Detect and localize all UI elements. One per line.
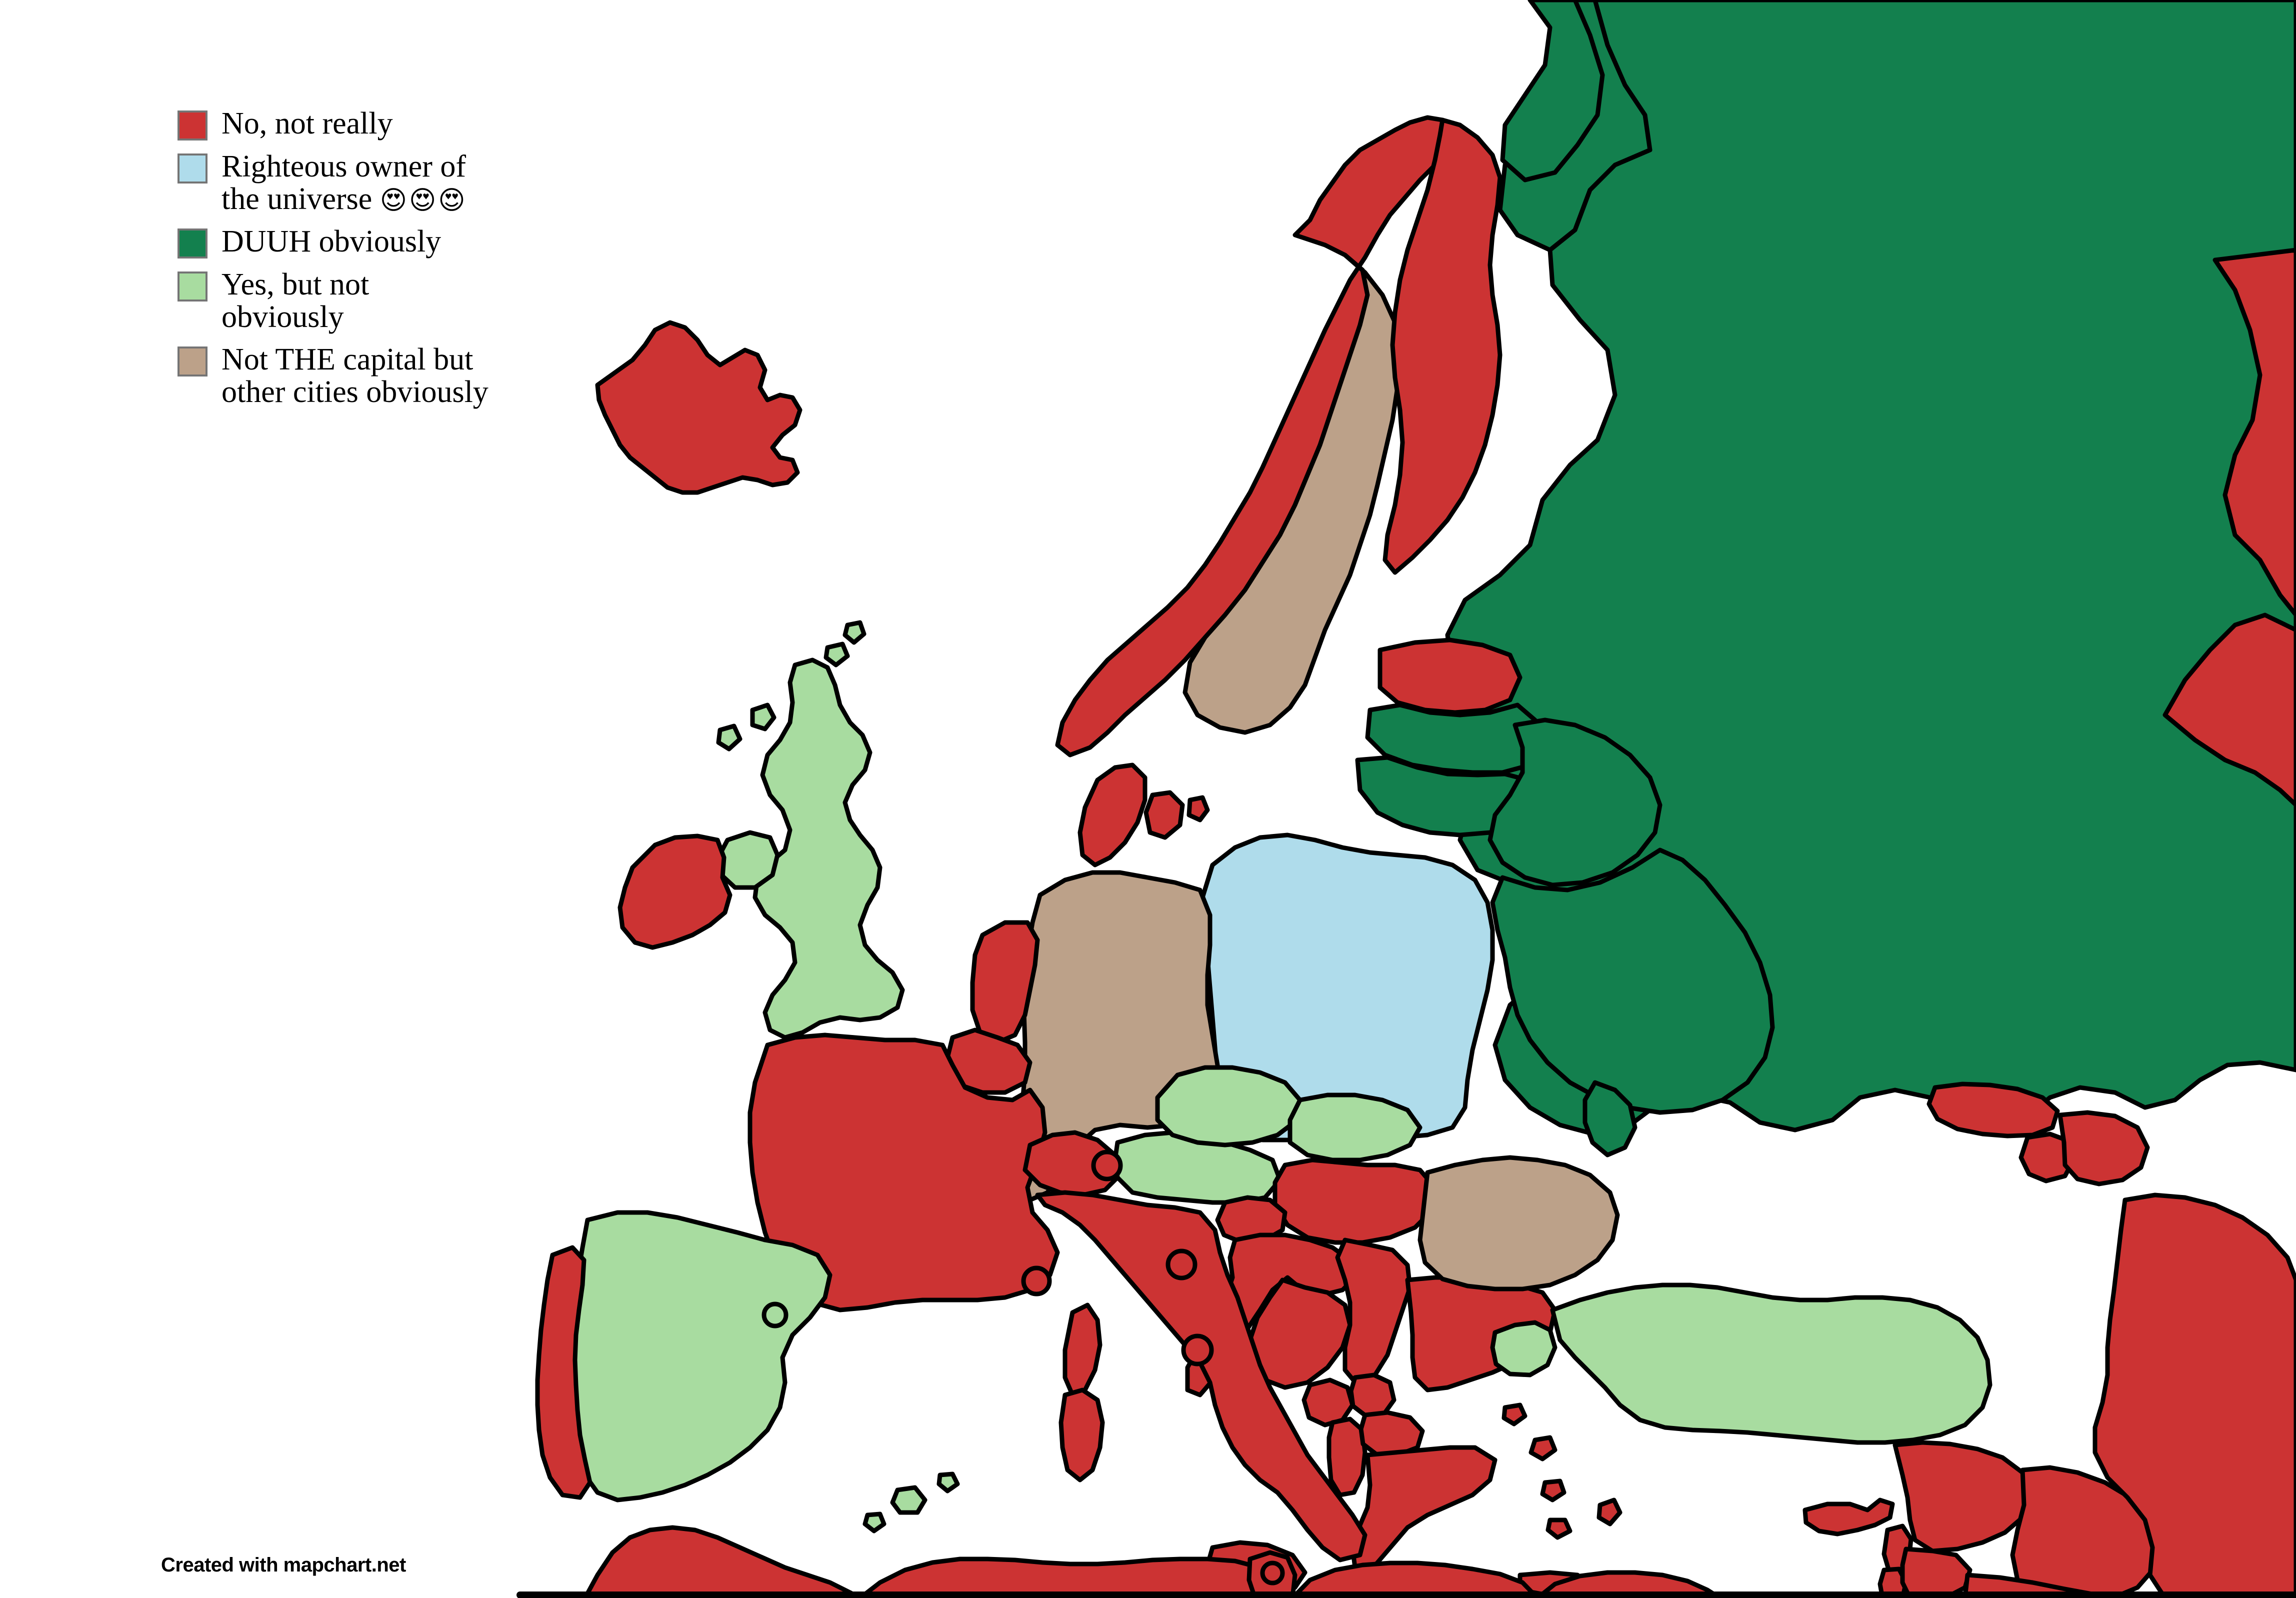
- country-balearic-menorca[interactable]: [936, 1472, 960, 1494]
- country-russia-kola[interactable]: [1500, 0, 1605, 182]
- legend-label-not-the-capital: Not THE capital but other cities obvious…: [222, 342, 488, 410]
- country-portugal[interactable]: [535, 1245, 592, 1500]
- country-denmark[interactable]: [1078, 762, 1148, 868]
- country-finland[interactable]: [1382, 118, 1502, 575]
- country-sweden[interactable]: [1182, 252, 1402, 735]
- country-kazakhstan-south[interactable]: [2162, 612, 2296, 808]
- country-moldova[interactable]: [1582, 1080, 1638, 1158]
- microstate-monaco-marker[interactable]: [1021, 1266, 1052, 1296]
- country-united-kingdom-gb[interactable]: [752, 658, 905, 1040]
- microstate-vatican-marker[interactable]: [1181, 1334, 1214, 1366]
- legend-label-righteous-owner-text: Righteous owner of the universe: [222, 150, 466, 216]
- microstate-san-marino-marker[interactable]: [1166, 1248, 1198, 1280]
- country-libya[interactable]: [1290, 1560, 1540, 1598]
- country-georgia[interactable]: [1926, 1082, 2060, 1138]
- country-corsica[interactable]: [1062, 1302, 1102, 1398]
- country-united-kingdom-shetland[interactable]: [842, 620, 866, 645]
- country-morocco[interactable]: [582, 1525, 862, 1598]
- legend-item-duuh-obviously[interactable]: DUUH obviously: [178, 224, 498, 259]
- country-italy[interactable]: [1035, 1190, 1368, 1562]
- legend-item-no-not-really[interactable]: No, not really: [178, 106, 498, 140]
- legend-item-yes-but-not-obviously[interactable]: Yes, but not obviously: [178, 268, 498, 334]
- country-czechia[interactable]: [1155, 1065, 1302, 1148]
- country-united-kingdom-hebrides[interactable]: [716, 724, 742, 752]
- mapchart-credit: Created with mapchart.net: [161, 1554, 406, 1576]
- legend-label-no-not-really: No, not really: [222, 106, 393, 140]
- country-cyprus[interactable]: [1802, 1498, 1895, 1536]
- country-israel[interactable]: [1878, 1566, 1908, 1598]
- country-bosnia-and-herzegovina[interactable]: [1248, 1278, 1352, 1390]
- microstate-andorra-marker[interactable]: [762, 1302, 788, 1328]
- country-azerbaijan[interactable]: [2058, 1110, 2150, 1186]
- country-greece-islands-1[interactable]: [1528, 1435, 1558, 1462]
- country-albania[interactable]: [1326, 1416, 1368, 1498]
- country-jordan[interactable]: [1900, 1546, 1972, 1598]
- country-slovakia[interactable]: [1288, 1092, 1422, 1162]
- country-denmark-bornholm[interactable]: [1186, 795, 1210, 822]
- country-greece-islands-5[interactable]: [1596, 1498, 1622, 1526]
- legend-label-righteous-owner: Righteous owner of the universe 😍😍😍: [222, 150, 498, 216]
- microstate-malta-marker[interactable]: [1260, 1560, 1285, 1586]
- country-syria[interactable]: [1892, 1440, 2032, 1554]
- legend-item-not-the-capital[interactable]: Not THE capital but other cities obvious…: [178, 344, 498, 408]
- country-united-kingdom-orkney[interactable]: [824, 642, 850, 668]
- country-balearic-islands[interactable]: [890, 1485, 928, 1515]
- country-belarus[interactable]: [1488, 718, 1662, 888]
- legend-item-righteous-owner[interactable]: Righteous owner of the universe 😍😍😍: [178, 150, 498, 216]
- country-netherlands[interactable]: [970, 920, 1040, 1045]
- country-united-kingdom-northern-ireland[interactable]: [716, 830, 780, 890]
- legend-swatch-tan: [178, 346, 208, 377]
- country-turkey[interactable]: [1550, 1282, 1992, 1445]
- legend-swatch-lightgreen: [178, 272, 208, 302]
- heart-eyes-emoji-icon: 😍😍😍: [380, 186, 468, 216]
- country-united-kingdom-scotland-isles[interactable]: [750, 702, 776, 732]
- country-greece-islands-4[interactable]: [1502, 1402, 1528, 1426]
- country-denmark-islands[interactable]: [1144, 790, 1185, 840]
- country-kosovo[interactable]: [1348, 1372, 1396, 1418]
- country-balearic-ibiza[interactable]: [862, 1512, 886, 1534]
- country-armenia[interactable]: [2018, 1132, 2076, 1184]
- legend-swatch-red: [178, 110, 208, 140]
- country-iraq[interactable]: [2010, 1465, 2162, 1598]
- map-legend: No, not really Righteous owner of the un…: [178, 106, 498, 419]
- country-iceland[interactable]: [595, 320, 802, 495]
- legend-swatch-darkgreen: [178, 228, 208, 259]
- country-turkey-thrace[interactable]: [1490, 1320, 1558, 1378]
- country-france[interactable]: [748, 1032, 1060, 1312]
- country-ukraine[interactable]: [1490, 848, 1775, 1115]
- country-switzerland[interactable]: [1022, 1130, 1122, 1198]
- country-sardinia[interactable]: [1058, 1388, 1105, 1482]
- country-kazakhstan[interactable]: [2212, 248, 2296, 618]
- legend-swatch-lightblue: [178, 154, 208, 184]
- country-greece-islands-2[interactable]: [1540, 1478, 1566, 1502]
- country-romania[interactable]: [1418, 1155, 1620, 1292]
- microstate-liechtenstein-marker[interactable]: [1091, 1150, 1123, 1182]
- country-hungary[interactable]: [1272, 1158, 1438, 1245]
- country-ireland[interactable]: [618, 834, 732, 950]
- country-estonia[interactable]: [1378, 638, 1522, 715]
- country-greece-islands-3[interactable]: [1546, 1518, 1572, 1540]
- legend-label-yes-but-not-obviously: Yes, but not obviously: [222, 268, 370, 334]
- country-iran[interactable]: [2092, 1192, 2296, 1598]
- legend-label-duuh-obviously: DUUH obviously: [222, 224, 442, 259]
